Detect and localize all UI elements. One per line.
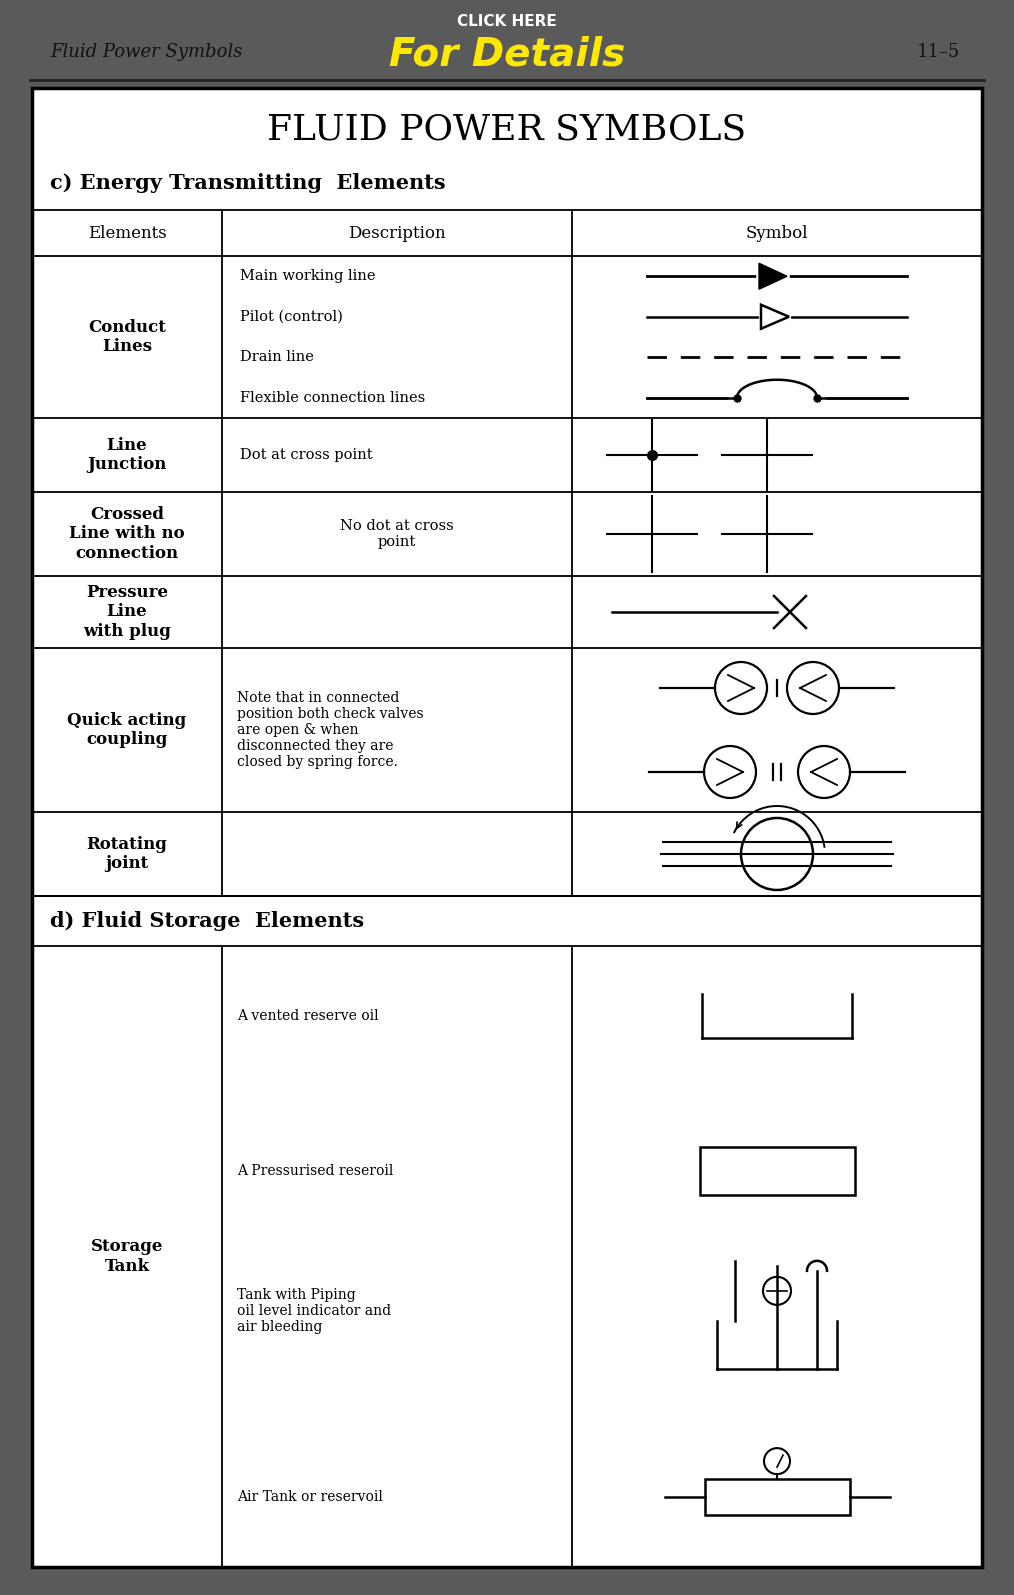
Text: c) Energy Transmitting  Elements: c) Energy Transmitting Elements xyxy=(50,172,445,193)
Text: Pilot (control): Pilot (control) xyxy=(240,309,343,324)
Text: No dot at cross
point: No dot at cross point xyxy=(340,518,454,549)
Text: Crossed
Line with no
connection: Crossed Line with no connection xyxy=(69,506,185,561)
Text: CLICK HERE: CLICK HERE xyxy=(457,14,557,29)
Polygon shape xyxy=(760,305,789,329)
Text: A vented reserve oil: A vented reserve oil xyxy=(237,1010,378,1022)
Bar xyxy=(705,1479,850,1515)
Text: Conduct
Lines: Conduct Lines xyxy=(88,319,166,356)
Text: Quick acting
coupling: Quick acting coupling xyxy=(67,711,187,748)
Bar xyxy=(0,0,1014,80)
Text: Symbol: Symbol xyxy=(745,225,808,241)
Text: 11–5: 11–5 xyxy=(917,43,960,61)
Text: Elements: Elements xyxy=(87,225,166,241)
Text: Description: Description xyxy=(348,225,446,241)
Text: Air Tank or reservoil: Air Tank or reservoil xyxy=(237,1490,383,1504)
Polygon shape xyxy=(759,263,787,289)
Text: Pressure
Line
with plug: Pressure Line with plug xyxy=(83,584,171,640)
Text: Flexible connection lines: Flexible connection lines xyxy=(240,391,425,405)
Text: For Details: For Details xyxy=(389,37,625,73)
Text: Tank with Piping
oil level indicator and
air bleeding: Tank with Piping oil level indicator and… xyxy=(237,1287,391,1333)
Text: A Pressurised reseroil: A Pressurised reseroil xyxy=(237,1164,393,1179)
Text: Fluid Power Symbols: Fluid Power Symbols xyxy=(50,43,242,61)
Text: Drain line: Drain line xyxy=(240,351,314,364)
Text: Storage
Tank: Storage Tank xyxy=(91,1238,163,1274)
Text: Line
Junction: Line Junction xyxy=(87,437,166,474)
Bar xyxy=(700,1147,855,1195)
Text: Rotating
joint: Rotating joint xyxy=(86,836,167,872)
Text: FLUID POWER SYMBOLS: FLUID POWER SYMBOLS xyxy=(268,113,746,147)
Text: d) Fluid Storage  Elements: d) Fluid Storage Elements xyxy=(50,911,364,931)
Text: Main working line: Main working line xyxy=(240,270,375,284)
Text: Dot at cross point: Dot at cross point xyxy=(240,448,372,463)
Text: Note that in connected
position both check valves
are open & when
disconnected t: Note that in connected position both che… xyxy=(237,691,424,769)
